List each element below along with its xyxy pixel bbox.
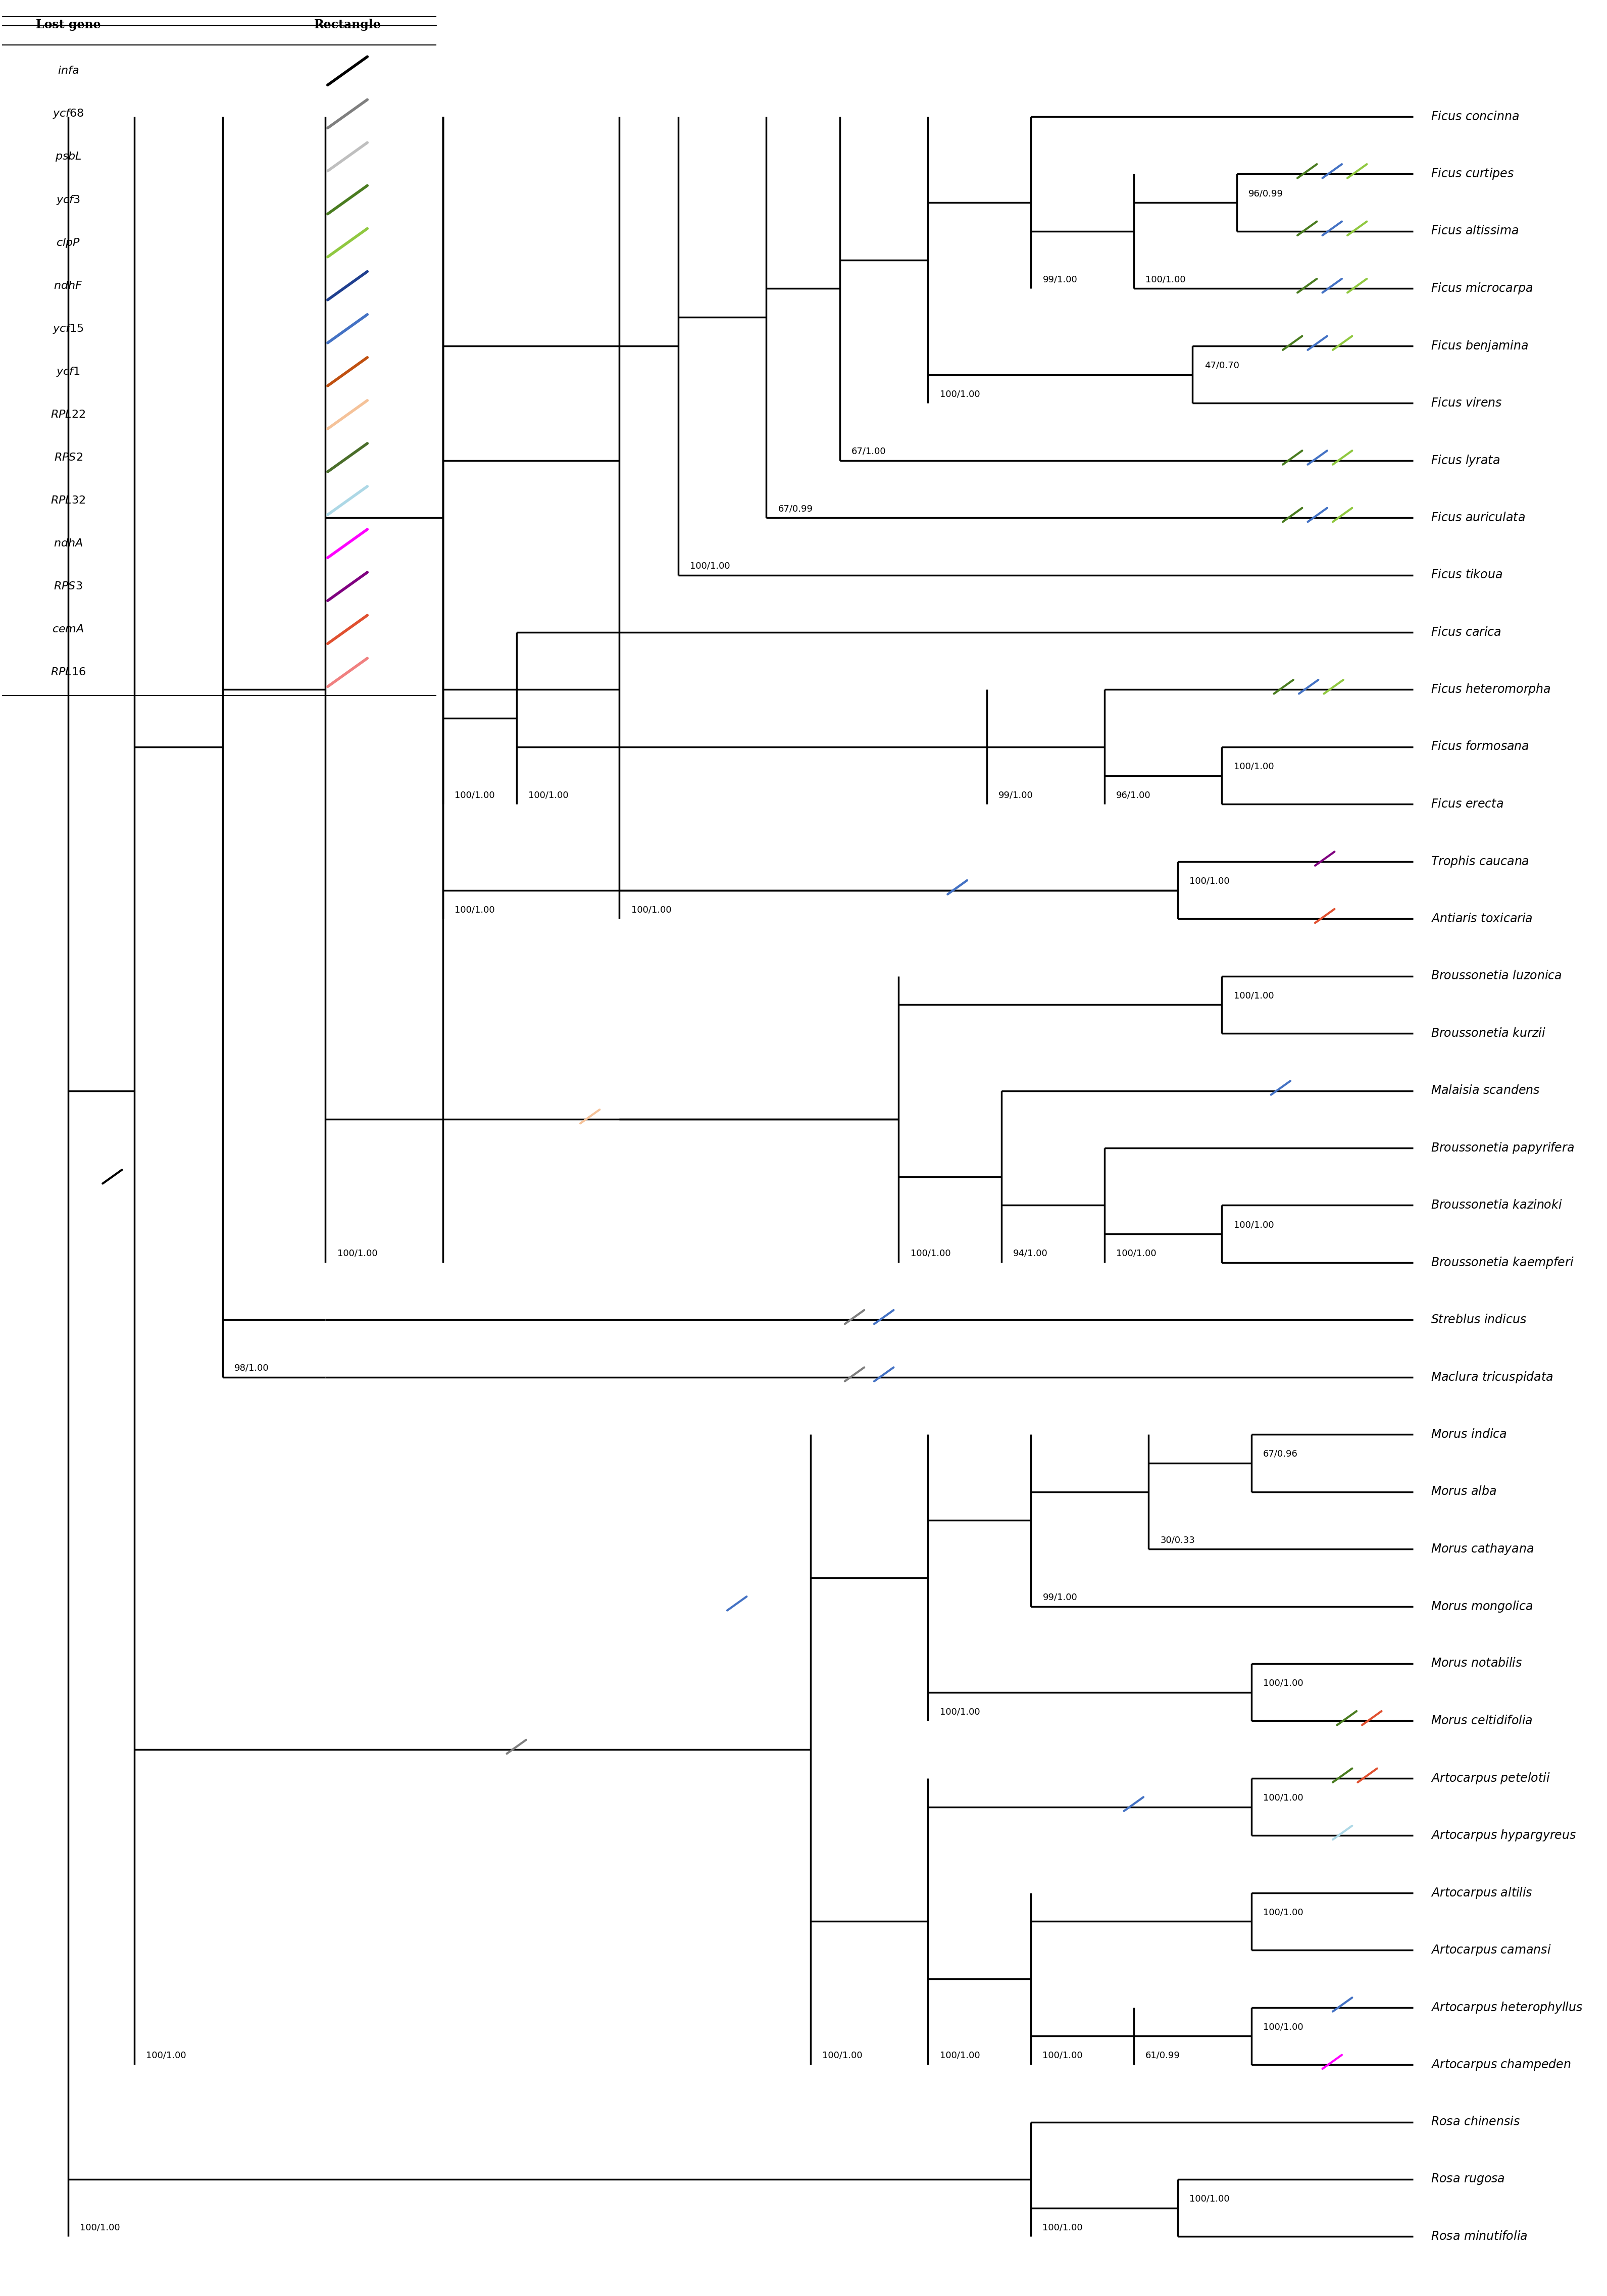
Text: $\it{ycf3}$: $\it{ycf3}$ [56, 193, 80, 207]
Text: 100/1.00: 100/1.00 [1043, 2050, 1083, 2060]
Text: $\it{Morus\ mongolica}$: $\it{Morus\ mongolica}$ [1430, 1600, 1533, 1614]
Text: 100/1.00: 100/1.00 [1189, 2195, 1229, 2204]
Text: 67/1.00: 67/1.00 [852, 448, 885, 457]
Text: $\it{Artocarpus\ camansi}$: $\it{Artocarpus\ camansi}$ [1430, 1942, 1551, 1956]
Text: $\it{Morus\ indica}$: $\it{Morus\ indica}$ [1430, 1428, 1507, 1440]
Text: $\it{Broussonetia\ papyrifera}$: $\it{Broussonetia\ papyrifera}$ [1430, 1141, 1575, 1155]
Text: $\it{Ficus\ microcarpa}$: $\it{Ficus\ microcarpa}$ [1430, 282, 1533, 296]
Text: 99/1.00: 99/1.00 [1043, 1593, 1077, 1603]
Text: $\it{Ficus\ altissima}$: $\it{Ficus\ altissima}$ [1430, 225, 1519, 236]
Text: 100/1.00: 100/1.00 [823, 2050, 863, 2060]
Text: $\it{Streblus\ indicus}$: $\it{Streblus\ indicus}$ [1430, 1313, 1527, 1325]
Text: 30/0.33: 30/0.33 [1160, 1536, 1196, 1545]
Text: $\it{psbL}$: $\it{psbL}$ [55, 152, 82, 163]
Text: $\it{Broussonetia\ luzonica}$: $\it{Broussonetia\ luzonica}$ [1430, 971, 1562, 983]
Text: 100/1.00: 100/1.00 [1263, 1908, 1303, 1917]
Text: Rectangle: Rectangle [313, 18, 381, 30]
Text: Lost gene: Lost gene [35, 18, 101, 30]
Text: 100/1.00: 100/1.00 [455, 905, 495, 914]
Text: $\it{Ficus\ formosana}$: $\it{Ficus\ formosana}$ [1430, 742, 1528, 753]
Text: 99/1.00: 99/1.00 [998, 790, 1033, 799]
Text: $\it{ndhA}$: $\it{ndhA}$ [53, 537, 84, 549]
Text: $\it{RPS2}$: $\it{RPS2}$ [55, 452, 82, 464]
Text: 100/1.00: 100/1.00 [1263, 2023, 1303, 2032]
Text: 100/1.00: 100/1.00 [1263, 1793, 1303, 1802]
Text: $\it{Maclura\ tricuspidata}$: $\it{Maclura\ tricuspidata}$ [1430, 1371, 1552, 1384]
Text: $\it{Morus\ alba}$: $\it{Morus\ alba}$ [1430, 1486, 1496, 1497]
Text: $\it{Broussonetia\ kaempferi}$: $\it{Broussonetia\ kaempferi}$ [1430, 1256, 1573, 1270]
Text: 100/1.00: 100/1.00 [455, 790, 495, 799]
Text: $\it{Trophis\ caucana}$: $\it{Trophis\ caucana}$ [1430, 854, 1528, 868]
Text: 100/1.00: 100/1.00 [1234, 992, 1274, 1001]
Text: $\it{clpP}$: $\it{clpP}$ [56, 236, 80, 248]
Text: 98/1.00: 98/1.00 [235, 1364, 268, 1373]
Text: 96/1.00: 96/1.00 [1117, 790, 1151, 799]
Text: 100/1.00: 100/1.00 [940, 390, 980, 400]
Text: $\it{Artocarpus\ petelotii}$: $\it{Artocarpus\ petelotii}$ [1430, 1770, 1551, 1786]
Text: $\it{Ficus\ erecta}$: $\it{Ficus\ erecta}$ [1430, 799, 1504, 810]
Text: 100/1.00: 100/1.00 [1189, 877, 1229, 886]
Text: $\it{Morus\ notabilis}$: $\it{Morus\ notabilis}$ [1430, 1658, 1522, 1669]
Text: $\it{Ficus\ tikoua}$: $\it{Ficus\ tikoua}$ [1430, 569, 1503, 581]
Text: $\it{Rosa\ chinensis}$: $\it{Rosa\ chinensis}$ [1430, 2117, 1520, 2128]
Text: 100/1.00: 100/1.00 [1263, 1678, 1303, 1688]
Text: $\it{infa}$: $\it{infa}$ [58, 64, 79, 76]
Text: 67/0.99: 67/0.99 [778, 505, 813, 514]
Text: $\it{Morus\ celtidifolia}$: $\it{Morus\ celtidifolia}$ [1430, 1715, 1533, 1727]
Text: 96/0.99: 96/0.99 [1249, 188, 1284, 197]
Text: $\it{Malaisia\ scandens}$: $\it{Malaisia\ scandens}$ [1430, 1086, 1540, 1097]
Text: 100/1.00: 100/1.00 [1043, 2223, 1083, 2232]
Text: $\it{Broussonetia\ kazinoki}$: $\it{Broussonetia\ kazinoki}$ [1430, 1199, 1562, 1210]
Text: $\it{Ficus\ benjamina}$: $\it{Ficus\ benjamina}$ [1430, 340, 1528, 354]
Text: 67/0.96: 67/0.96 [1263, 1449, 1298, 1458]
Text: $\it{Morus\ cathayana}$: $\it{Morus\ cathayana}$ [1430, 1543, 1533, 1557]
Text: $\it{Broussonetia\ kurzii}$: $\it{Broussonetia\ kurzii}$ [1430, 1029, 1546, 1040]
Text: $\it{Artocarpus\ heterophyllus}$: $\it{Artocarpus\ heterophyllus}$ [1430, 2000, 1583, 2014]
Text: $\it{RPL22}$: $\it{RPL22}$ [51, 409, 85, 420]
Text: 47/0.70: 47/0.70 [1204, 360, 1239, 370]
Text: 61/0.99: 61/0.99 [1146, 2050, 1180, 2060]
Text: 100/1.00: 100/1.00 [1146, 276, 1186, 285]
Text: 100/1.00: 100/1.00 [940, 1708, 980, 1717]
Text: $\it{ycf15}$: $\it{ycf15}$ [53, 324, 84, 335]
Text: 100/1.00: 100/1.00 [940, 2050, 980, 2060]
Text: $\it{ycf68}$: $\it{ycf68}$ [53, 108, 84, 119]
Text: $\it{Ficus\ virens}$: $\it{Ficus\ virens}$ [1430, 397, 1503, 409]
Text: $\it{Ficus\ auriculata}$: $\it{Ficus\ auriculata}$ [1430, 512, 1525, 523]
Text: 100/1.00: 100/1.00 [80, 2223, 121, 2232]
Text: 100/1.00: 100/1.00 [1234, 1219, 1274, 1228]
Text: $\it{cemA}$: $\it{cemA}$ [53, 625, 84, 636]
Text: $\it{Rosa\ rugosa}$: $\it{Rosa\ rugosa}$ [1430, 2172, 1504, 2186]
Text: 100/1.00: 100/1.00 [1234, 762, 1274, 771]
Text: 100/1.00: 100/1.00 [146, 2050, 186, 2060]
Text: 100/1.00: 100/1.00 [689, 563, 730, 569]
Text: 94/1.00: 94/1.00 [1014, 1249, 1048, 1258]
Text: $\it{RPL32}$: $\it{RPL32}$ [51, 496, 85, 505]
Text: 100/1.00: 100/1.00 [910, 1249, 951, 1258]
Text: 99/1.00: 99/1.00 [1043, 276, 1077, 285]
Text: $\it{RPL16}$: $\it{RPL16}$ [50, 666, 85, 677]
Text: $\it{Artocarpus\ champeden}$: $\it{Artocarpus\ champeden}$ [1430, 2057, 1572, 2071]
Text: $\it{RPS3}$: $\it{RPS3}$ [53, 581, 82, 592]
Text: 100/1.00: 100/1.00 [632, 905, 672, 914]
Text: $\it{ndhF}$: $\it{ndhF}$ [53, 280, 82, 292]
Text: $\it{ycf1}$: $\it{ycf1}$ [56, 365, 80, 379]
Text: 100/1.00: 100/1.00 [337, 1249, 378, 1258]
Text: 100/1.00: 100/1.00 [529, 790, 569, 799]
Text: $\it{Artocarpus\ altilis}$: $\it{Artocarpus\ altilis}$ [1430, 1885, 1533, 1899]
Text: $\it{Rosa\ minutifolia}$: $\it{Rosa\ minutifolia}$ [1430, 2232, 1527, 2243]
Text: $\it{Antiaris\ toxicaria}$: $\it{Antiaris\ toxicaria}$ [1430, 914, 1533, 925]
Text: $\it{Ficus\ concinna}$: $\it{Ficus\ concinna}$ [1430, 110, 1519, 122]
Text: $\it{Ficus\ lyrata}$: $\it{Ficus\ lyrata}$ [1430, 452, 1499, 468]
Text: 100/1.00: 100/1.00 [1117, 1249, 1157, 1258]
Text: $\it{Ficus\ carica}$: $\it{Ficus\ carica}$ [1430, 627, 1501, 638]
Text: $\it{Ficus\ curtipes}$: $\it{Ficus\ curtipes}$ [1430, 168, 1514, 181]
Text: $\it{Ficus\ heteromorpha}$: $\it{Ficus\ heteromorpha}$ [1430, 682, 1551, 696]
Text: $\it{Artocarpus\ hypargyreus}$: $\it{Artocarpus\ hypargyreus}$ [1430, 1828, 1576, 1844]
